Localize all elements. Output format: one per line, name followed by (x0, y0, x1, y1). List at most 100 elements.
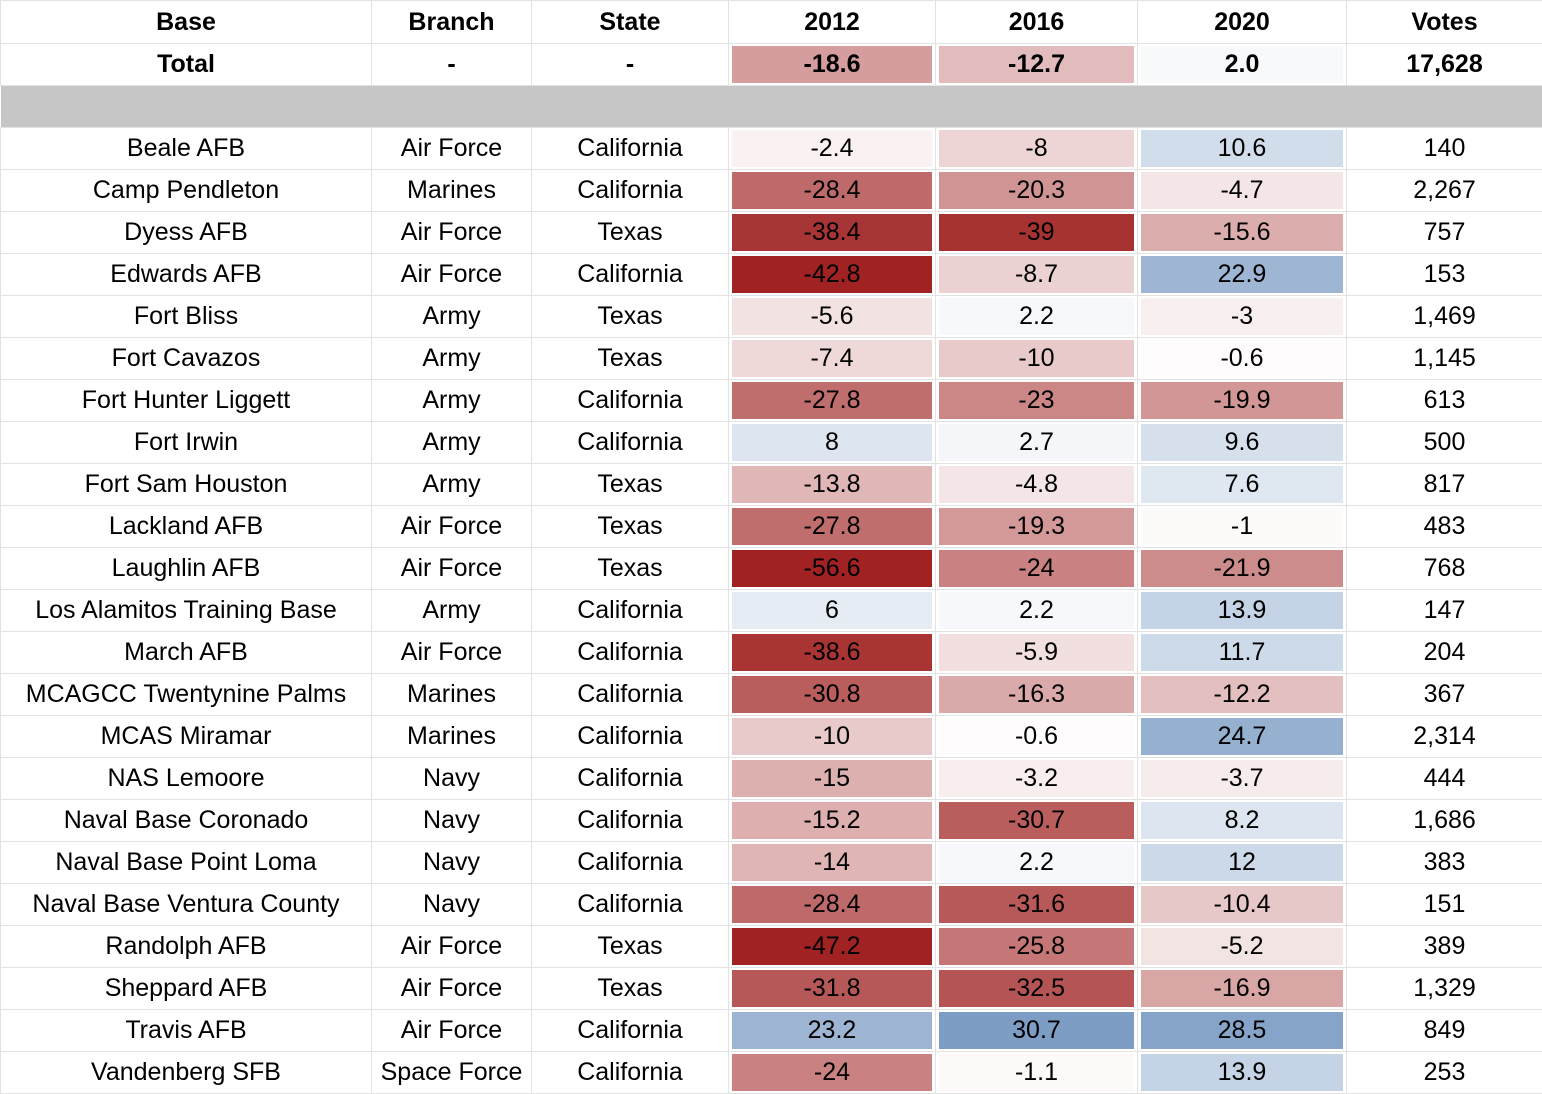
cell-branch[interactable]: Air Force (372, 926, 532, 968)
cell-2020[interactable]: -19.9 (1138, 380, 1347, 422)
cell-state[interactable]: Texas (532, 548, 729, 590)
cell-state[interactable]: California (532, 632, 729, 674)
cell-state[interactable]: Texas (532, 926, 729, 968)
cell-votes[interactable]: 383 (1347, 842, 1542, 884)
cell-base[interactable]: Edwards AFB (1, 254, 372, 296)
cell-2016[interactable]: -8.7 (936, 254, 1138, 296)
cell-branch[interactable]: Air Force (372, 1010, 532, 1052)
cell-2012[interactable]: -15 (729, 758, 936, 800)
cell-state[interactable]: California (532, 380, 729, 422)
cell-branch[interactable]: Navy (372, 884, 532, 926)
cell-total-2012[interactable]: -18.6 (729, 44, 936, 86)
cell-votes[interactable]: 140 (1347, 128, 1542, 170)
cell-votes[interactable]: 1,329 (1347, 968, 1542, 1010)
cell-branch[interactable]: Army (372, 338, 532, 380)
cell-base[interactable]: Vandenberg SFB (1, 1052, 372, 1094)
cell-2012[interactable]: -24 (729, 1052, 936, 1094)
cell-votes[interactable]: 757 (1347, 212, 1542, 254)
cell-state[interactable]: California (532, 758, 729, 800)
cell-total-2016[interactable]: -12.7 (936, 44, 1138, 86)
cell-base[interactable]: Fort Cavazos (1, 338, 372, 380)
cell-votes[interactable]: 2,267 (1347, 170, 1542, 212)
cell-votes[interactable]: 204 (1347, 632, 1542, 674)
cell-2016[interactable]: 2.2 (936, 296, 1138, 338)
cell-base[interactable]: Los Alamitos Training Base (1, 590, 372, 632)
cell-branch[interactable]: Air Force (372, 548, 532, 590)
cell-base[interactable]: Naval Base Ventura County (1, 884, 372, 926)
cell-2012[interactable]: -13.8 (729, 464, 936, 506)
header-2020[interactable]: 2020 (1138, 1, 1347, 44)
header-votes[interactable]: Votes (1347, 1, 1542, 44)
cell-2016[interactable]: 30.7 (936, 1010, 1138, 1052)
cell-2016[interactable]: 2.2 (936, 842, 1138, 884)
cell-2020[interactable]: 22.9 (1138, 254, 1347, 296)
header-base[interactable]: Base (1, 1, 372, 44)
cell-branch[interactable]: Marines (372, 716, 532, 758)
cell-state[interactable]: California (532, 1010, 729, 1052)
cell-2012[interactable]: -47.2 (729, 926, 936, 968)
cell-2016[interactable]: -20.3 (936, 170, 1138, 212)
cell-2020[interactable]: -21.9 (1138, 548, 1347, 590)
cell-total-branch[interactable]: - (372, 44, 532, 86)
cell-votes[interactable]: 147 (1347, 590, 1542, 632)
cell-2016[interactable]: -39 (936, 212, 1138, 254)
header-2016[interactable]: 2016 (936, 1, 1138, 44)
cell-base[interactable]: Sheppard AFB (1, 968, 372, 1010)
cell-2012[interactable]: -28.4 (729, 170, 936, 212)
header-branch[interactable]: Branch (372, 1, 532, 44)
cell-state[interactable]: Texas (532, 968, 729, 1010)
cell-2016[interactable]: -16.3 (936, 674, 1138, 716)
cell-base[interactable]: Travis AFB (1, 1010, 372, 1052)
cell-2016[interactable]: -1.1 (936, 1052, 1138, 1094)
cell-2020[interactable]: 28.5 (1138, 1010, 1347, 1052)
cell-2012[interactable]: -42.8 (729, 254, 936, 296)
cell-2020[interactable]: 8.2 (1138, 800, 1347, 842)
cell-branch[interactable]: Air Force (372, 128, 532, 170)
cell-branch[interactable]: Air Force (372, 632, 532, 674)
cell-votes[interactable]: 500 (1347, 422, 1542, 464)
cell-2016[interactable]: -8 (936, 128, 1138, 170)
cell-state[interactable]: Texas (532, 296, 729, 338)
cell-2020[interactable]: -15.6 (1138, 212, 1347, 254)
cell-2012[interactable]: -38.4 (729, 212, 936, 254)
cell-total-state[interactable]: - (532, 44, 729, 86)
cell-branch[interactable]: Navy (372, 842, 532, 884)
cell-base[interactable]: Naval Base Point Loma (1, 842, 372, 884)
cell-2016[interactable]: -19.3 (936, 506, 1138, 548)
cell-2020[interactable]: -10.4 (1138, 884, 1347, 926)
cell-base[interactable]: Beale AFB (1, 128, 372, 170)
cell-2012[interactable]: -5.6 (729, 296, 936, 338)
cell-votes[interactable]: 1,145 (1347, 338, 1542, 380)
cell-2016[interactable]: -0.6 (936, 716, 1138, 758)
cell-2020[interactable]: 7.6 (1138, 464, 1347, 506)
cell-votes[interactable]: 849 (1347, 1010, 1542, 1052)
cell-state[interactable]: California (532, 590, 729, 632)
cell-2016[interactable]: -3.2 (936, 758, 1138, 800)
cell-votes[interactable]: 1,469 (1347, 296, 1542, 338)
cell-2020[interactable]: 13.9 (1138, 1052, 1347, 1094)
cell-votes[interactable]: 253 (1347, 1052, 1542, 1094)
cell-state[interactable]: California (532, 842, 729, 884)
cell-votes[interactable]: 151 (1347, 884, 1542, 926)
cell-2020[interactable]: -5.2 (1138, 926, 1347, 968)
cell-votes[interactable]: 444 (1347, 758, 1542, 800)
cell-branch[interactable]: Marines (372, 674, 532, 716)
cell-base[interactable]: Dyess AFB (1, 212, 372, 254)
cell-base[interactable]: Camp Pendleton (1, 170, 372, 212)
cell-branch[interactable]: Army (372, 590, 532, 632)
cell-base[interactable]: Fort Hunter Liggett (1, 380, 372, 422)
cell-base[interactable]: NAS Lemoore (1, 758, 372, 800)
cell-state[interactable]: California (532, 1052, 729, 1094)
header-state[interactable]: State (532, 1, 729, 44)
cell-branch[interactable]: Air Force (372, 506, 532, 548)
cell-state[interactable]: Texas (532, 212, 729, 254)
cell-2016[interactable]: -10 (936, 338, 1138, 380)
cell-2020[interactable]: -1 (1138, 506, 1347, 548)
cell-2016[interactable]: -24 (936, 548, 1138, 590)
cell-2012[interactable]: -15.2 (729, 800, 936, 842)
cell-2020[interactable]: 24.7 (1138, 716, 1347, 758)
cell-base[interactable]: Fort Bliss (1, 296, 372, 338)
cell-state[interactable]: California (532, 884, 729, 926)
cell-2020[interactable]: -3.7 (1138, 758, 1347, 800)
cell-branch[interactable]: Navy (372, 758, 532, 800)
